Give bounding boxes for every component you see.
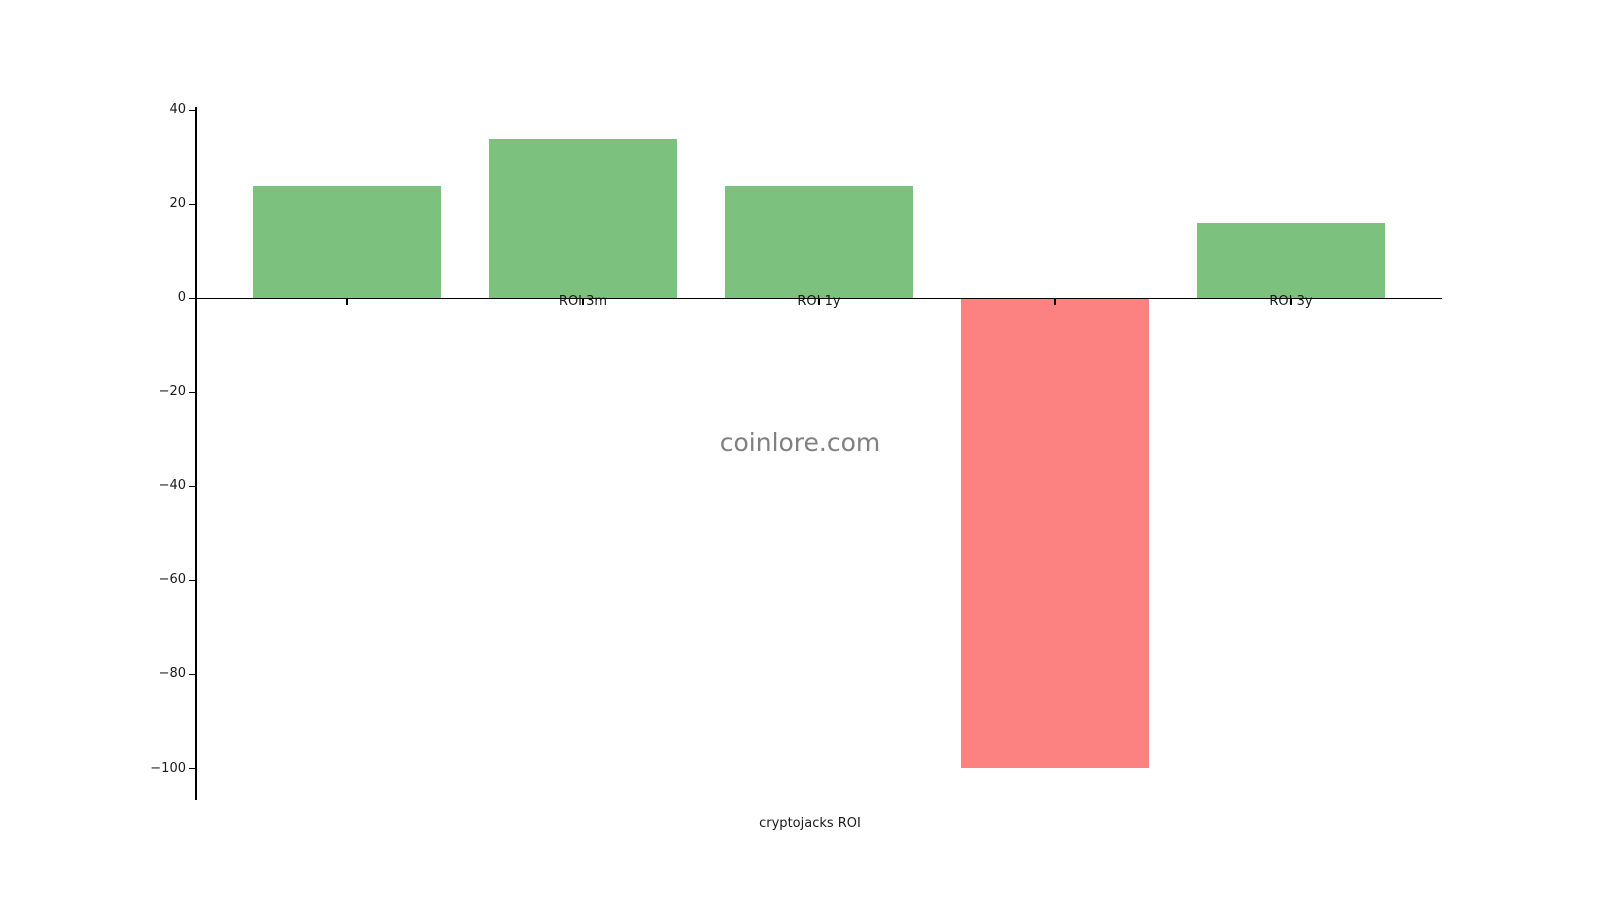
x-tick-mark (582, 298, 584, 306)
bar-positive (1196, 223, 1386, 299)
bar-negative (960, 298, 1150, 769)
y-tick-label: 0 (177, 290, 186, 306)
y-tick-mark (189, 203, 196, 205)
chart-title: cryptojacks ROI (759, 816, 861, 831)
watermark: coinlore.com (719, 428, 881, 457)
x-tick-mark (346, 298, 348, 306)
y-tick-label: 20 (169, 196, 186, 212)
y-tick-mark (189, 485, 196, 488)
y-tick-label: −20 (158, 384, 186, 400)
y-tick-label: −60 (158, 572, 186, 588)
y-tick-mark (189, 391, 196, 394)
y-tick-label: 40 (169, 102, 186, 118)
bar-positive (724, 185, 914, 299)
x-axis-zero-line (196, 297, 1442, 299)
y-tick-mark (189, 579, 196, 582)
y-tick-label: −80 (158, 666, 186, 682)
y-tick-mark (189, 673, 196, 676)
y-axis-spine (195, 107, 197, 800)
bar-positive (252, 185, 442, 299)
x-tick-mark (1054, 298, 1056, 306)
bar-positive (488, 138, 678, 299)
x-tick-mark (818, 298, 820, 306)
y-tick-label: −100 (150, 760, 186, 776)
y-tick-mark (189, 767, 196, 770)
x-tick-mark (1290, 298, 1292, 306)
y-tick-mark (189, 297, 196, 299)
y-tick-mark (189, 109, 196, 111)
y-tick-label: −40 (158, 478, 186, 494)
